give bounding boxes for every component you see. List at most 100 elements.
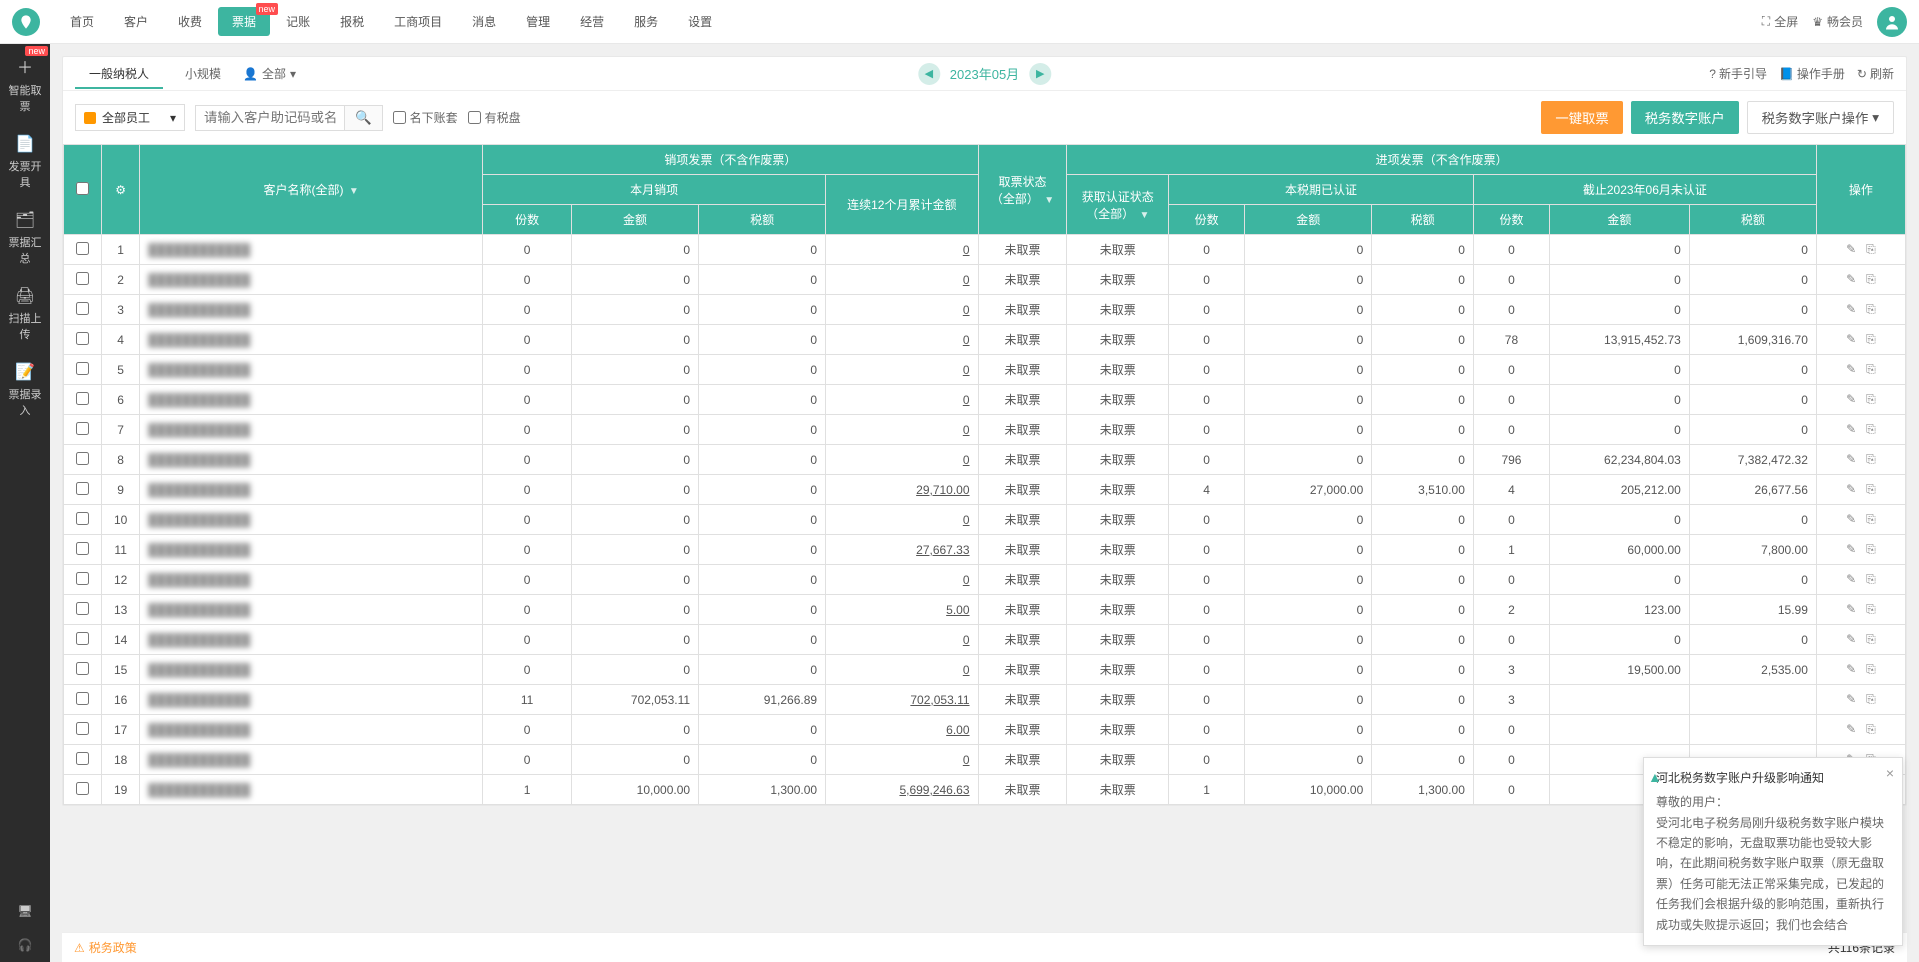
sidebar-item-发票开具[interactable]: 📄发票开具 [0,124,50,200]
cum-amount[interactable]: 0 [826,655,978,685]
cum-amount[interactable]: 0 [826,355,978,385]
sidebar-item-扫描上传[interactable]: 🖨扫描上传 [0,276,50,352]
nav-item-报税[interactable]: 报税 [326,7,378,36]
customer-header[interactable]: 客户名称(全部) ▼ [140,145,483,235]
copy-icon[interactable]: ⎘ [1866,452,1876,467]
row-checkbox[interactable] [76,242,89,255]
edit-icon[interactable]: ✎ [1846,572,1856,587]
cum-amount[interactable]: 29,710.00 [826,475,978,505]
customer-name[interactable]: ████████████ [140,475,483,505]
select-all-checkbox[interactable] [76,182,89,195]
search-button[interactable]: 🔍 [345,105,383,131]
cum-amount[interactable]: 0 [826,745,978,775]
nav-item-工商项目[interactable]: 工商项目 [380,7,456,36]
copy-icon[interactable]: ⎘ [1866,602,1876,617]
row-checkbox[interactable] [76,572,89,585]
tabs-action-新手引导[interactable]: ?新手引导 [1709,65,1767,82]
prev-month-button[interactable]: ◀ [918,63,940,85]
cum-amount[interactable]: 5,699,246.63 [826,775,978,805]
row-checkbox[interactable] [76,692,89,705]
fetch-status-header[interactable]: 取票状态（全部） ▼ [978,145,1067,235]
customer-name[interactable]: ████████████ [140,235,483,265]
customer-name[interactable]: ████████████ [140,565,483,595]
edit-icon[interactable]: ✎ [1846,452,1856,467]
customer-name[interactable]: ████████████ [140,685,483,715]
copy-icon[interactable]: ⎘ [1866,362,1876,377]
copy-icon[interactable]: ⎘ [1866,572,1876,587]
avatar[interactable] [1877,7,1907,37]
cum-amount[interactable]: 0 [826,445,978,475]
row-checkbox[interactable] [76,362,89,375]
copy-icon[interactable]: ⎘ [1866,542,1876,557]
edit-icon[interactable]: ✎ [1846,512,1856,527]
cum-amount[interactable]: 0 [826,295,978,325]
customer-name[interactable]: ████████████ [140,505,483,535]
sidebar-item-票据汇总[interactable]: 🗂票据汇总 [0,200,50,276]
cert-status-header[interactable]: 获取认证状态（全部） ▼ [1067,175,1169,235]
cum-amount[interactable]: 0 [826,565,978,595]
edit-icon[interactable]: ✎ [1846,632,1856,647]
settings-header[interactable]: ⚙ [102,145,140,235]
digital-account-button[interactable]: 税务数字账户 [1631,101,1739,134]
next-month-button[interactable]: ▶ [1029,63,1051,85]
customer-name[interactable]: ████████████ [140,385,483,415]
edit-icon[interactable]: ✎ [1846,362,1856,377]
copy-icon[interactable]: ⎘ [1866,482,1876,497]
copy-icon[interactable]: ⎘ [1866,302,1876,317]
row-checkbox[interactable] [76,752,89,765]
employee-select[interactable]: 全部员工 ▾ [75,104,185,131]
row-checkbox[interactable] [76,722,89,735]
customer-name[interactable]: ████████████ [140,655,483,685]
edit-icon[interactable]: ✎ [1846,242,1856,257]
cum-amount[interactable]: 0 [826,385,978,415]
row-checkbox[interactable] [76,422,89,435]
customer-name[interactable]: ████████████ [140,625,483,655]
copy-icon[interactable]: ⎘ [1866,392,1876,407]
notification-close-button[interactable]: × [1886,762,1894,786]
edit-icon[interactable]: ✎ [1846,542,1856,557]
cum-amount[interactable]: 0 [826,235,978,265]
row-checkbox[interactable] [76,482,89,495]
edit-icon[interactable]: ✎ [1846,272,1856,287]
row-checkbox[interactable] [76,782,89,795]
edit-icon[interactable]: ✎ [1846,662,1856,677]
fetch-invoice-button[interactable]: 一键取票 [1541,101,1622,134]
row-checkbox[interactable] [76,662,89,675]
tabs-action-操作手册[interactable]: 📘操作手册 [1779,65,1845,82]
nav-item-收费[interactable]: 收费 [164,7,216,36]
customer-name[interactable]: ████████████ [140,295,483,325]
nav-item-客户[interactable]: 客户 [110,7,162,36]
customer-name[interactable]: ████████████ [140,325,483,355]
copy-icon[interactable]: ⎘ [1866,272,1876,287]
customer-name[interactable]: ████████████ [140,715,483,745]
edit-icon[interactable]: ✎ [1846,332,1856,347]
row-checkbox[interactable] [76,512,89,525]
copy-icon[interactable]: ⎘ [1866,512,1876,527]
fullscreen-button[interactable]: ⛶ 全屏 [1762,13,1798,30]
edit-icon[interactable]: ✎ [1846,602,1856,617]
disk-checkbox-input[interactable] [468,111,481,124]
copy-icon[interactable]: ⎘ [1866,662,1876,677]
copy-icon[interactable]: ⎘ [1866,422,1876,437]
nav-item-管理[interactable]: 管理 [512,7,564,36]
copy-icon[interactable]: ⎘ [1866,692,1876,707]
row-checkbox[interactable] [76,542,89,555]
edit-icon[interactable]: ✎ [1846,302,1856,317]
customer-name[interactable]: ████████████ [140,415,483,445]
customer-name[interactable]: ████████████ [140,355,483,385]
edit-icon[interactable]: ✎ [1846,392,1856,407]
copy-icon[interactable]: ⎘ [1866,242,1876,257]
tabs-action-刷新[interactable]: ↻刷新 [1857,65,1894,82]
tax-policy-link[interactable]: ⚠ 税务政策 [74,939,137,956]
row-checkbox[interactable] [76,302,89,315]
nav-item-消息[interactable]: 消息 [458,7,510,36]
row-checkbox[interactable] [76,272,89,285]
search-input[interactable] [195,105,345,131]
row-checkbox[interactable] [76,452,89,465]
row-checkbox[interactable] [76,332,89,345]
tab-一般纳税人[interactable]: 一般纳税人 [75,61,163,89]
cum-amount[interactable]: 702,053.11 [826,685,978,715]
row-checkbox[interactable] [76,392,89,405]
cum-amount[interactable]: 27,667.33 [826,535,978,565]
row-checkbox[interactable] [76,602,89,615]
